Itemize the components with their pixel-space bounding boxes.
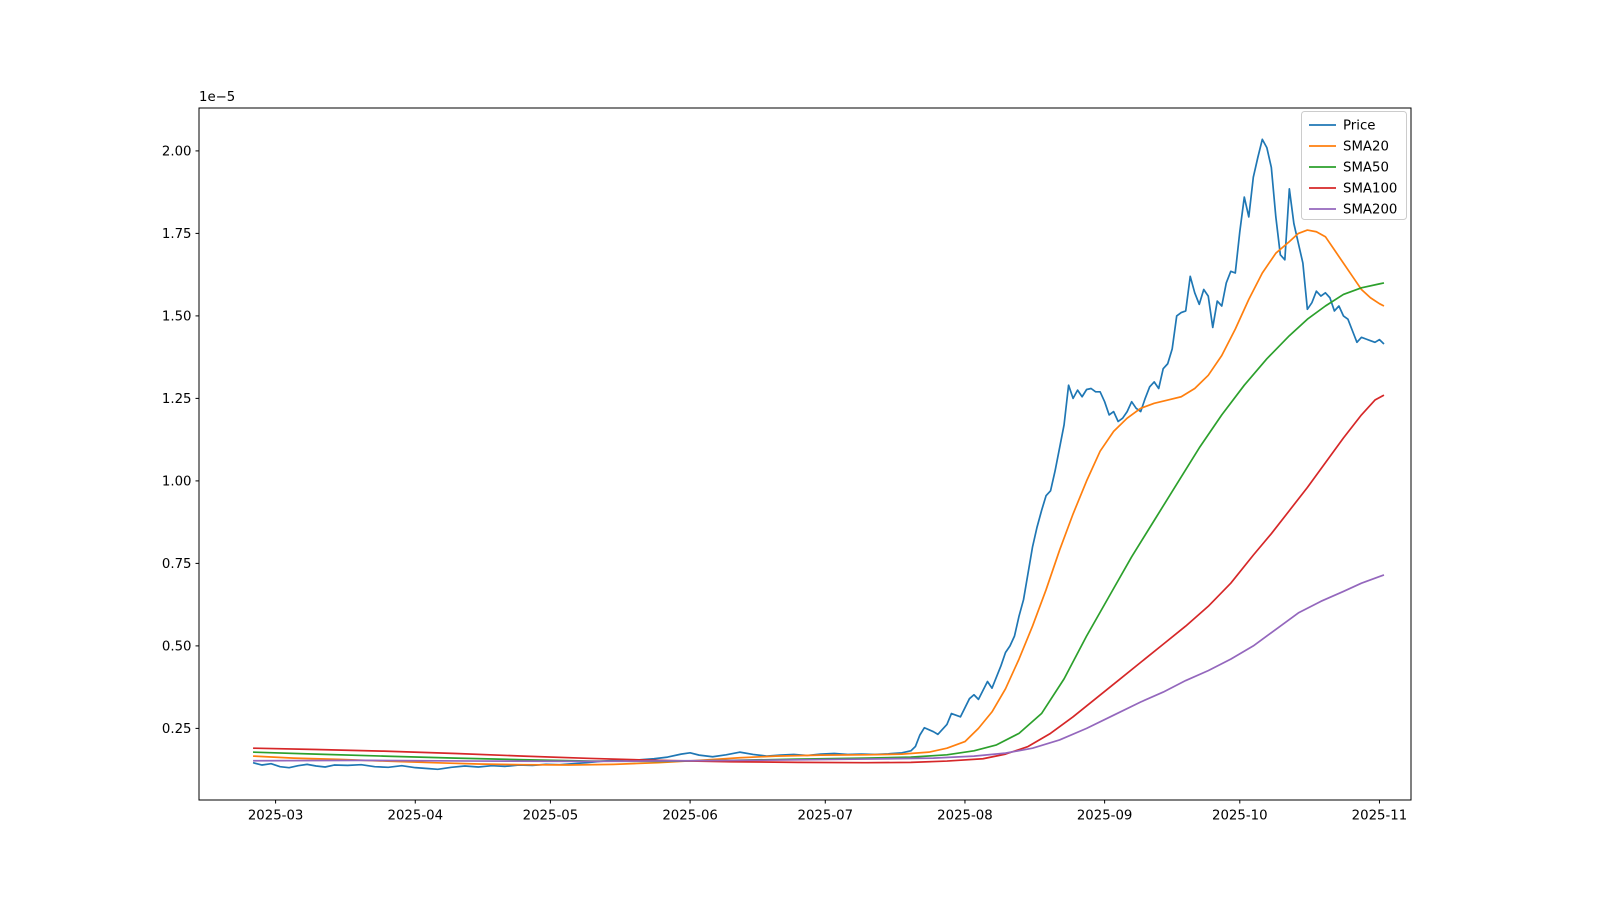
x-tick-label: 2025-07	[797, 808, 853, 823]
legend-label-price: Price	[1343, 119, 1375, 134]
x-tick-label: 2025-06	[662, 808, 718, 823]
legend-label-sma50: SMA50	[1343, 161, 1389, 176]
legend: Price SMA20 SMA50 SMA100 SMA200	[1301, 111, 1407, 220]
x-tick-label: 2025-05	[523, 808, 579, 823]
y-tick-label: 1.25	[162, 392, 192, 407]
plot-area-frame	[198, 107, 1412, 801]
y-tick-label: 0.50	[162, 640, 192, 655]
y-axis-offset-label: 1e−5	[199, 90, 235, 105]
x-tick-label: 2025-11	[1352, 808, 1408, 823]
y-tick-label: 0.75	[162, 557, 192, 572]
x-tick-label: 2025-08	[937, 808, 993, 823]
legend-label-sma100: SMA100	[1343, 182, 1397, 197]
legend-label-sma200: SMA200	[1343, 203, 1397, 218]
x-tick-label: 2025-03	[248, 808, 304, 823]
x-tick-label: 2025-10	[1212, 808, 1268, 823]
y-tick-label: 1.00	[162, 475, 192, 490]
series-line-sma200	[253, 574, 1385, 763]
series-line-sma100	[253, 394, 1385, 764]
y-tick-label: 0.25	[162, 722, 192, 737]
y-tick-label: 1.75	[162, 227, 192, 242]
y-tick-label: 2.00	[162, 145, 192, 160]
y-tick-label: 1.50	[162, 310, 192, 325]
legend-label-sma20: SMA20	[1343, 140, 1389, 155]
series-line-sma20	[253, 229, 1385, 766]
legend-box	[1301, 111, 1407, 220]
x-tick-label: 2025-09	[1077, 808, 1133, 823]
x-tick-label: 2025-04	[387, 808, 443, 823]
